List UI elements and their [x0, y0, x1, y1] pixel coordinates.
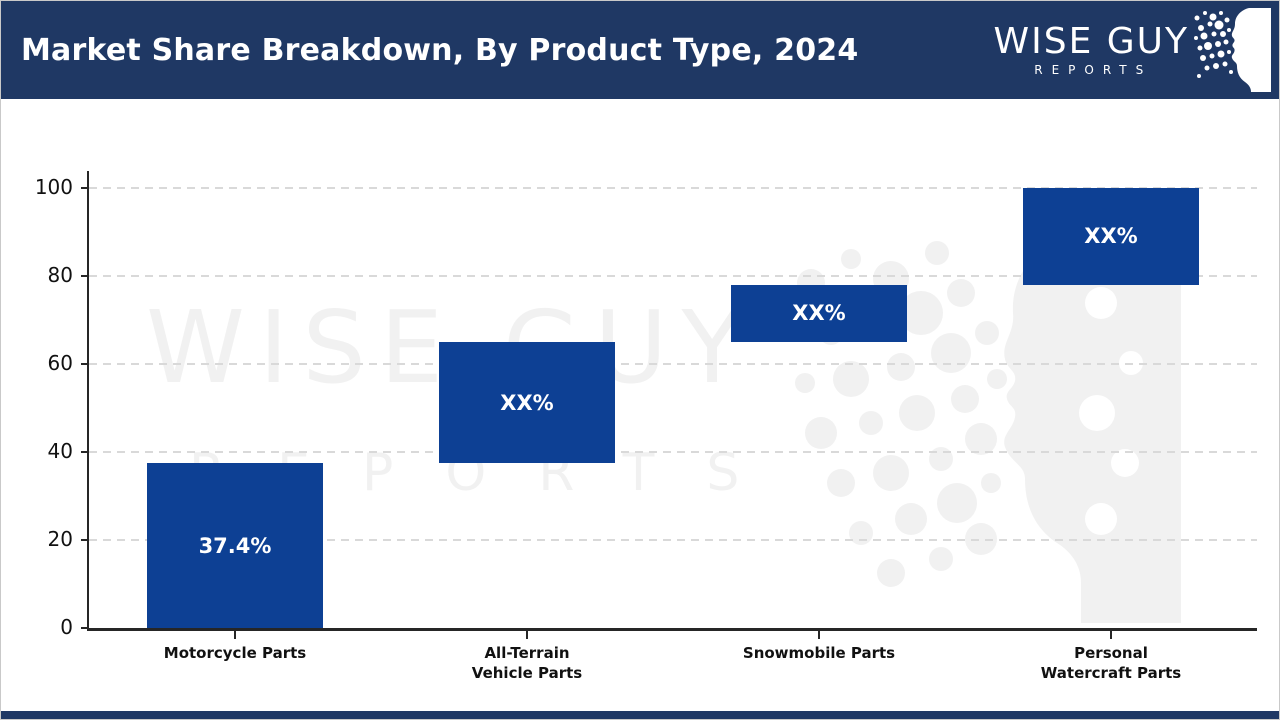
watermark-face-icon: [795, 223, 1181, 623]
bar-value-label-motorcycle-parts: 37.4%: [198, 533, 272, 558]
xtick-label-personal-watercraft-parts: Personal Watercraft Parts: [1040, 644, 1182, 682]
ytick-label-20: 20: [47, 527, 73, 551]
ytick-mark-0: [81, 627, 89, 629]
logo-reports-label: REPORTS: [1034, 63, 1153, 77]
ytick-label-60: 60: [47, 351, 73, 375]
gridline-40: [89, 451, 1257, 453]
gridline-100: [89, 187, 1257, 189]
logo-text: WISE GUY REPORTS: [993, 21, 1190, 78]
x-axis-line: [87, 628, 1257, 631]
ytick-label-80: 80: [47, 263, 73, 287]
xtick-mark-snowmobile-parts: [818, 631, 820, 639]
logo: WISE GUY REPORTS: [993, 1, 1271, 99]
gridline-60: [89, 363, 1257, 365]
ytick-mark-60: [81, 363, 89, 365]
gridline-80: [89, 275, 1257, 277]
gridline-20: [89, 539, 1257, 541]
page-title: Market Share Breakdown, By Product Type,…: [21, 32, 859, 68]
bar-value-label-all-terrain-vehicle-parts: XX%: [500, 390, 554, 415]
logo-wordmark: WISE GUY: [993, 21, 1189, 62]
ytick-label-0: 0: [60, 615, 73, 639]
logo-face-icon: [1194, 8, 1271, 92]
ytick-label-40: 40: [47, 439, 73, 463]
bar-value-label-snowmobile-parts: XX%: [792, 301, 846, 326]
ytick-mark-80: [81, 275, 89, 277]
ytick-label-100: 100: [34, 175, 73, 199]
ytick-mark-100: [81, 187, 89, 189]
bar-snowmobile-parts: XX%: [731, 284, 907, 342]
header-bar: Market Share Breakdown, By Product Type,…: [1, 1, 1279, 99]
y-axis-line: [87, 171, 89, 631]
xtick-label-snowmobile-parts: Snowmobile Parts: [742, 644, 896, 662]
ytick-mark-40: [81, 451, 89, 453]
xtick-mark-personal-watercraft-parts: [1110, 631, 1112, 639]
xtick-mark-all-terrain-vehicle-parts: [526, 631, 528, 639]
bar-value-label-personal-watercraft-parts: XX%: [1084, 224, 1138, 249]
bar-motorcycle-parts: 37.4%: [147, 463, 323, 628]
bar-personal-watercraft-parts: XX%: [1023, 188, 1199, 285]
footer-bar: [1, 711, 1279, 719]
bar-all-terrain-vehicle-parts: XX%: [439, 342, 615, 464]
xtick-label-all-terrain-vehicle-parts: All-Terrain Vehicle Parts: [471, 644, 583, 682]
ytick-mark-20: [81, 539, 89, 541]
xtick-label-motorcycle-parts: Motorcycle Parts: [163, 644, 307, 662]
xtick-mark-motorcycle-parts: [234, 631, 236, 639]
